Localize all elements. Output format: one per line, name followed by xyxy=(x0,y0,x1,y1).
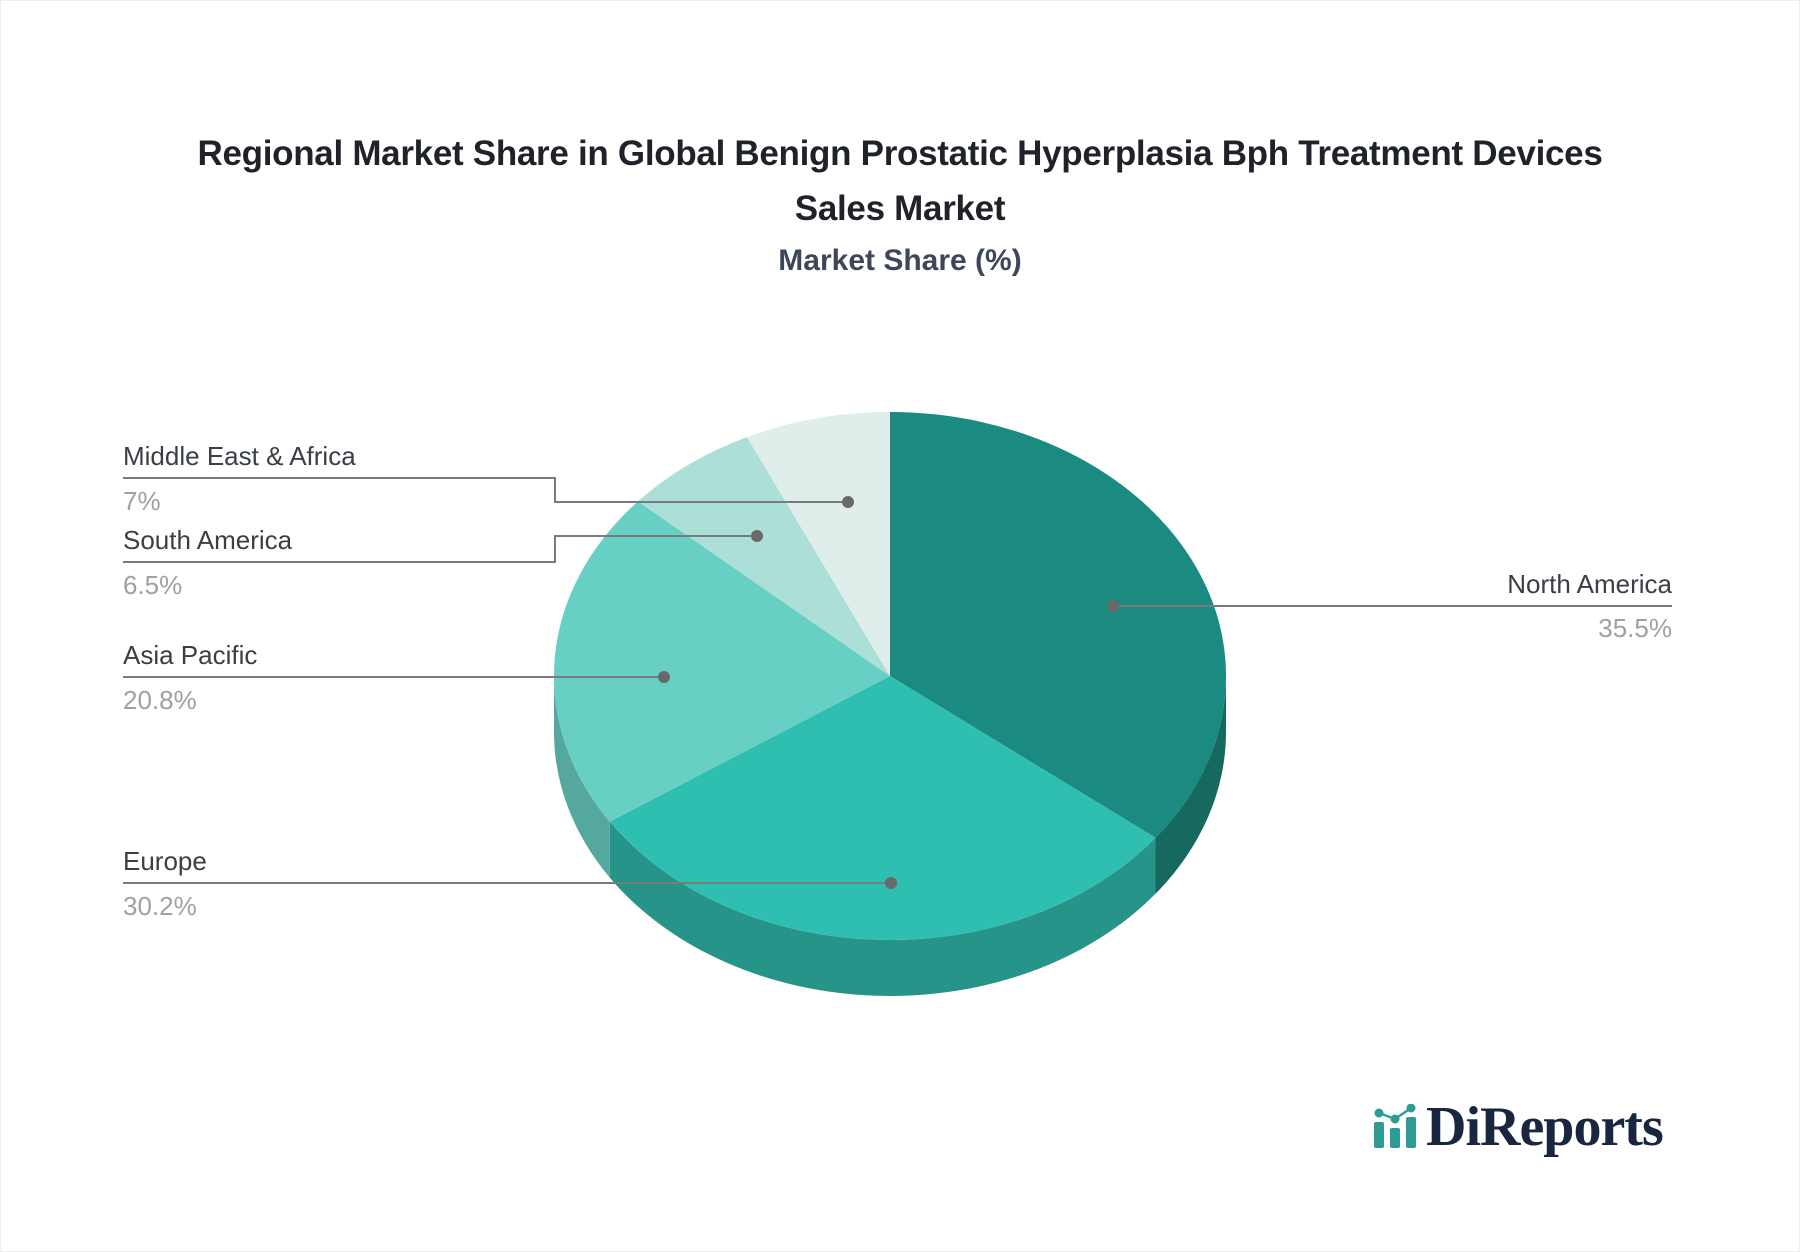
chart-title-line-1: Regional Market Share in Global Benign P… xyxy=(197,134,1603,173)
chart-title-line-2: Sales Market xyxy=(794,189,1006,228)
value-europe: 30.2% xyxy=(123,891,197,921)
pie-slice-asia-pacific[interactable] xyxy=(553,501,890,822)
leader-dot-middle-east-africa xyxy=(842,496,854,508)
value-north-america: 35.5% xyxy=(1598,613,1672,643)
pie-slice-middle-east-africa[interactable] xyxy=(746,412,890,676)
leader-lines xyxy=(123,477,1672,889)
label-asia-pacific: Asia Pacific xyxy=(123,640,258,670)
pie-slice-europe[interactable] xyxy=(609,676,1156,940)
leader-dot-asia-pacific xyxy=(658,671,670,683)
leader-south-america xyxy=(123,535,757,563)
pie-rim-europe xyxy=(609,821,1156,996)
value-asia-pacific: 20.8% xyxy=(123,685,197,715)
pie-rim-north-america xyxy=(1155,676,1226,894)
leader-dot-north-america xyxy=(1107,600,1119,612)
direports-logo-text: DiReports xyxy=(1426,1096,1664,1158)
chart-title: Regional Market Share in Global Benign P… xyxy=(0,126,1800,236)
label-north-america: North America xyxy=(1507,569,1672,599)
pie-rim-asia-pacific xyxy=(554,676,610,878)
pie-3d-rim xyxy=(554,676,1226,996)
label-middle-east-africa: Middle East & Africa xyxy=(123,441,356,471)
value-south-america: 6.5% xyxy=(123,570,183,600)
pie-slice-north-america[interactable] xyxy=(890,411,1227,838)
direports-logo-icon xyxy=(1374,1104,1416,1148)
chart-subtitle: Market Share (%) xyxy=(778,244,1022,277)
direports-logo: DiReports xyxy=(1372,1092,1664,1158)
label-south-america: South America xyxy=(123,525,293,555)
leader-dot-south-america xyxy=(751,530,763,542)
label-europe: Europe xyxy=(123,846,207,876)
pie-slice-south-america[interactable] xyxy=(637,437,890,676)
leader-dot-europe xyxy=(885,877,897,889)
pie-slices[interactable] xyxy=(553,411,1227,940)
value-middle-east-africa: 7% xyxy=(123,486,161,516)
leader-middle-east-africa xyxy=(123,477,848,503)
